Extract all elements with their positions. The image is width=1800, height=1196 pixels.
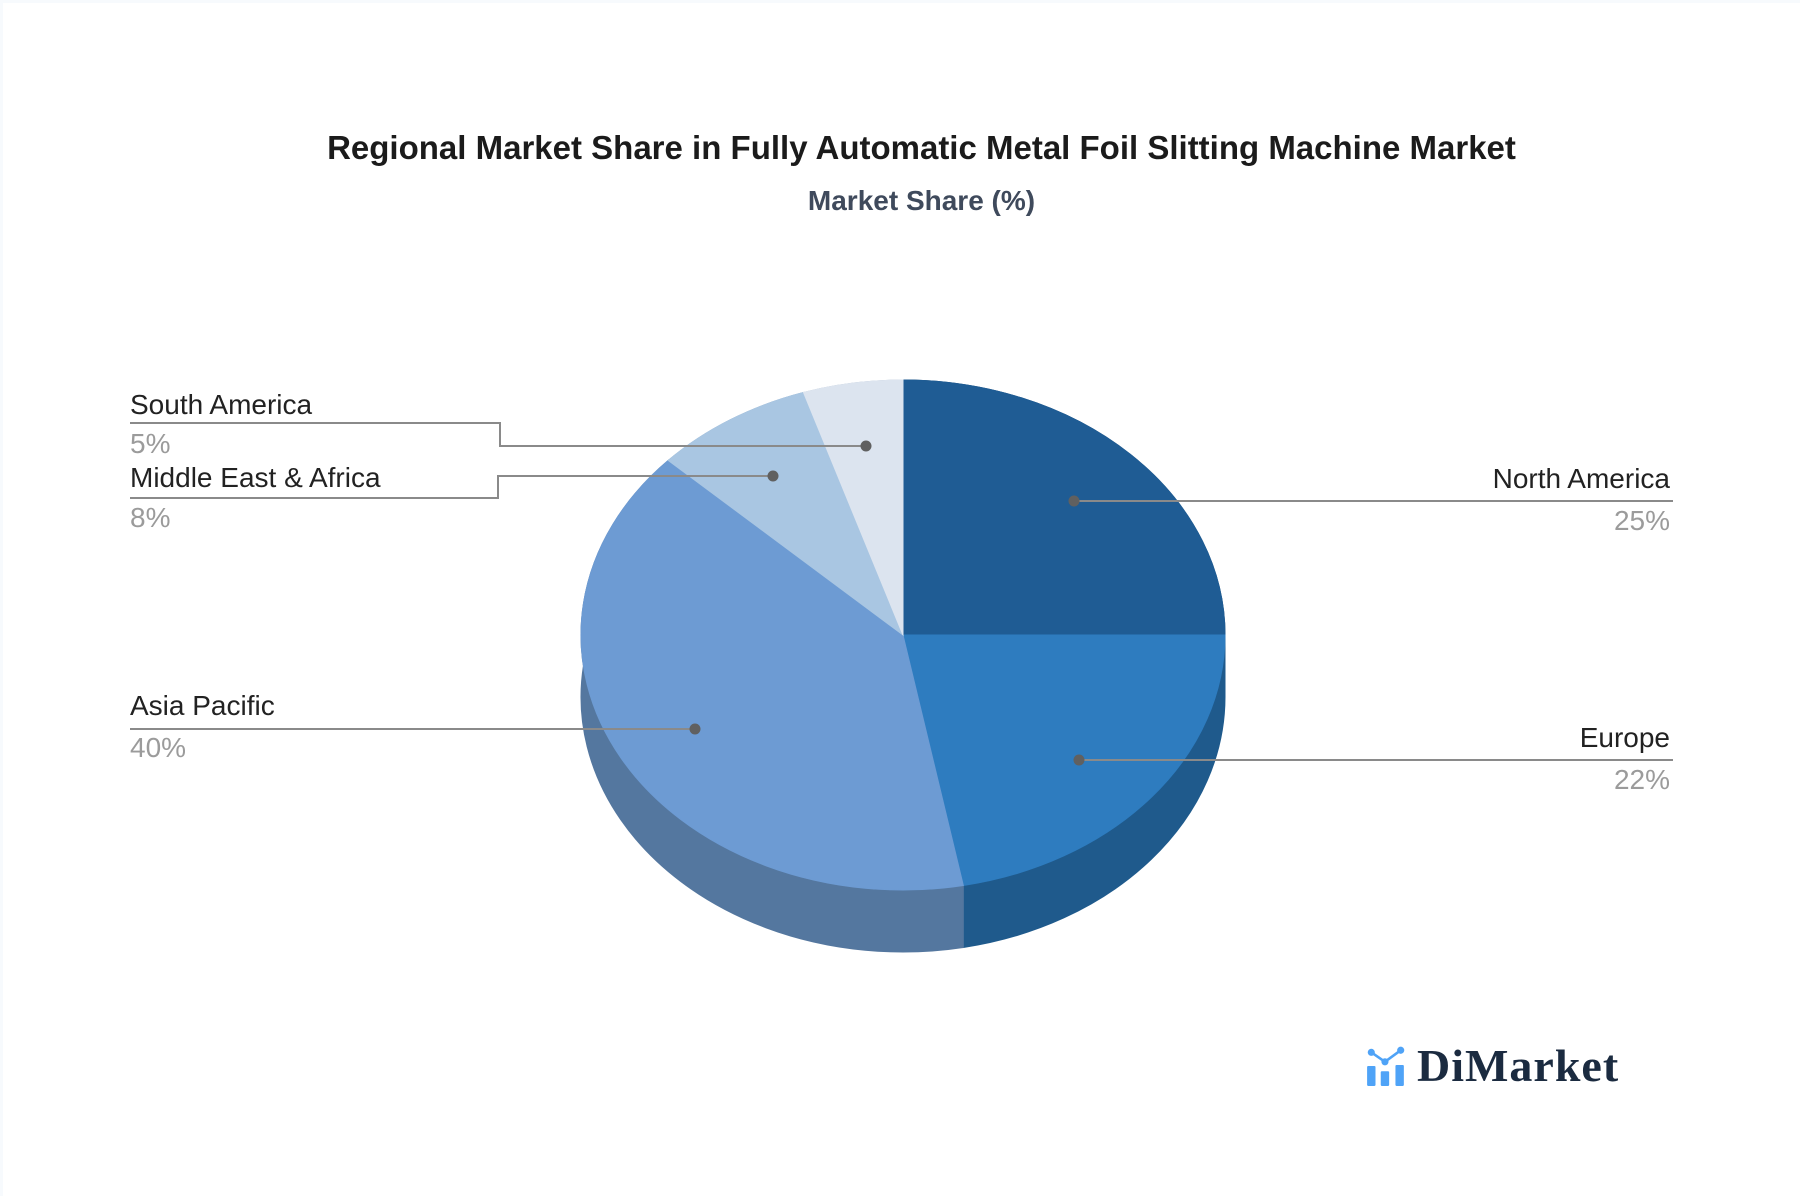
- callout-value-asia-pacific: 40%: [130, 732, 187, 763]
- pie-slice-asia-pacific[interactable]: [580, 459, 964, 891]
- pie-slice-europe[interactable]: [902, 634, 1226, 887]
- callout-value-middle-east-africa: 8%: [130, 502, 171, 533]
- brand-logo: DiMarket: [1365, 1039, 1619, 1092]
- pie-slice-middle-east-africa[interactable]: [667, 391, 905, 637]
- callout-value-south-america: 5%: [130, 428, 171, 459]
- pie-slice-north-america[interactable]: [902, 379, 1226, 636]
- chart-title: Regional Market Share in Fully Automatic…: [327, 129, 1516, 166]
- callout-dot-europe: [1073, 754, 1085, 766]
- callout-label-europe: Europe: [1579, 722, 1670, 753]
- callout-dot-south-america: [860, 440, 872, 452]
- callout-line-middle-east-africa: [130, 475, 773, 499]
- callout-dot-middle-east-africa: [767, 470, 779, 482]
- callout-dot-north-america: [1068, 495, 1080, 507]
- callout-dot-asia-pacific: [689, 723, 701, 735]
- callout-label-south-america: South America: [130, 389, 313, 420]
- callout-value-north-america: 25%: [1613, 505, 1670, 536]
- callout-value-europe: 22%: [1613, 764, 1670, 795]
- callout-label-middle-east-africa: Middle East & Africa: [130, 462, 381, 493]
- brand-name: DiMarket: [1417, 1040, 1620, 1091]
- pie-chart: [130, 379, 1673, 953]
- pie-slice-south-america[interactable]: [802, 379, 904, 636]
- bar-line-chart-logo-icon: [1367, 1046, 1405, 1086]
- callout-label-north-america: North America: [1492, 463, 1670, 494]
- callout-line-south-america: [130, 422, 866, 447]
- chart-subtitle: Market Share (%): [807, 185, 1036, 216]
- callout-label-asia-pacific: Asia Pacific: [130, 690, 275, 721]
